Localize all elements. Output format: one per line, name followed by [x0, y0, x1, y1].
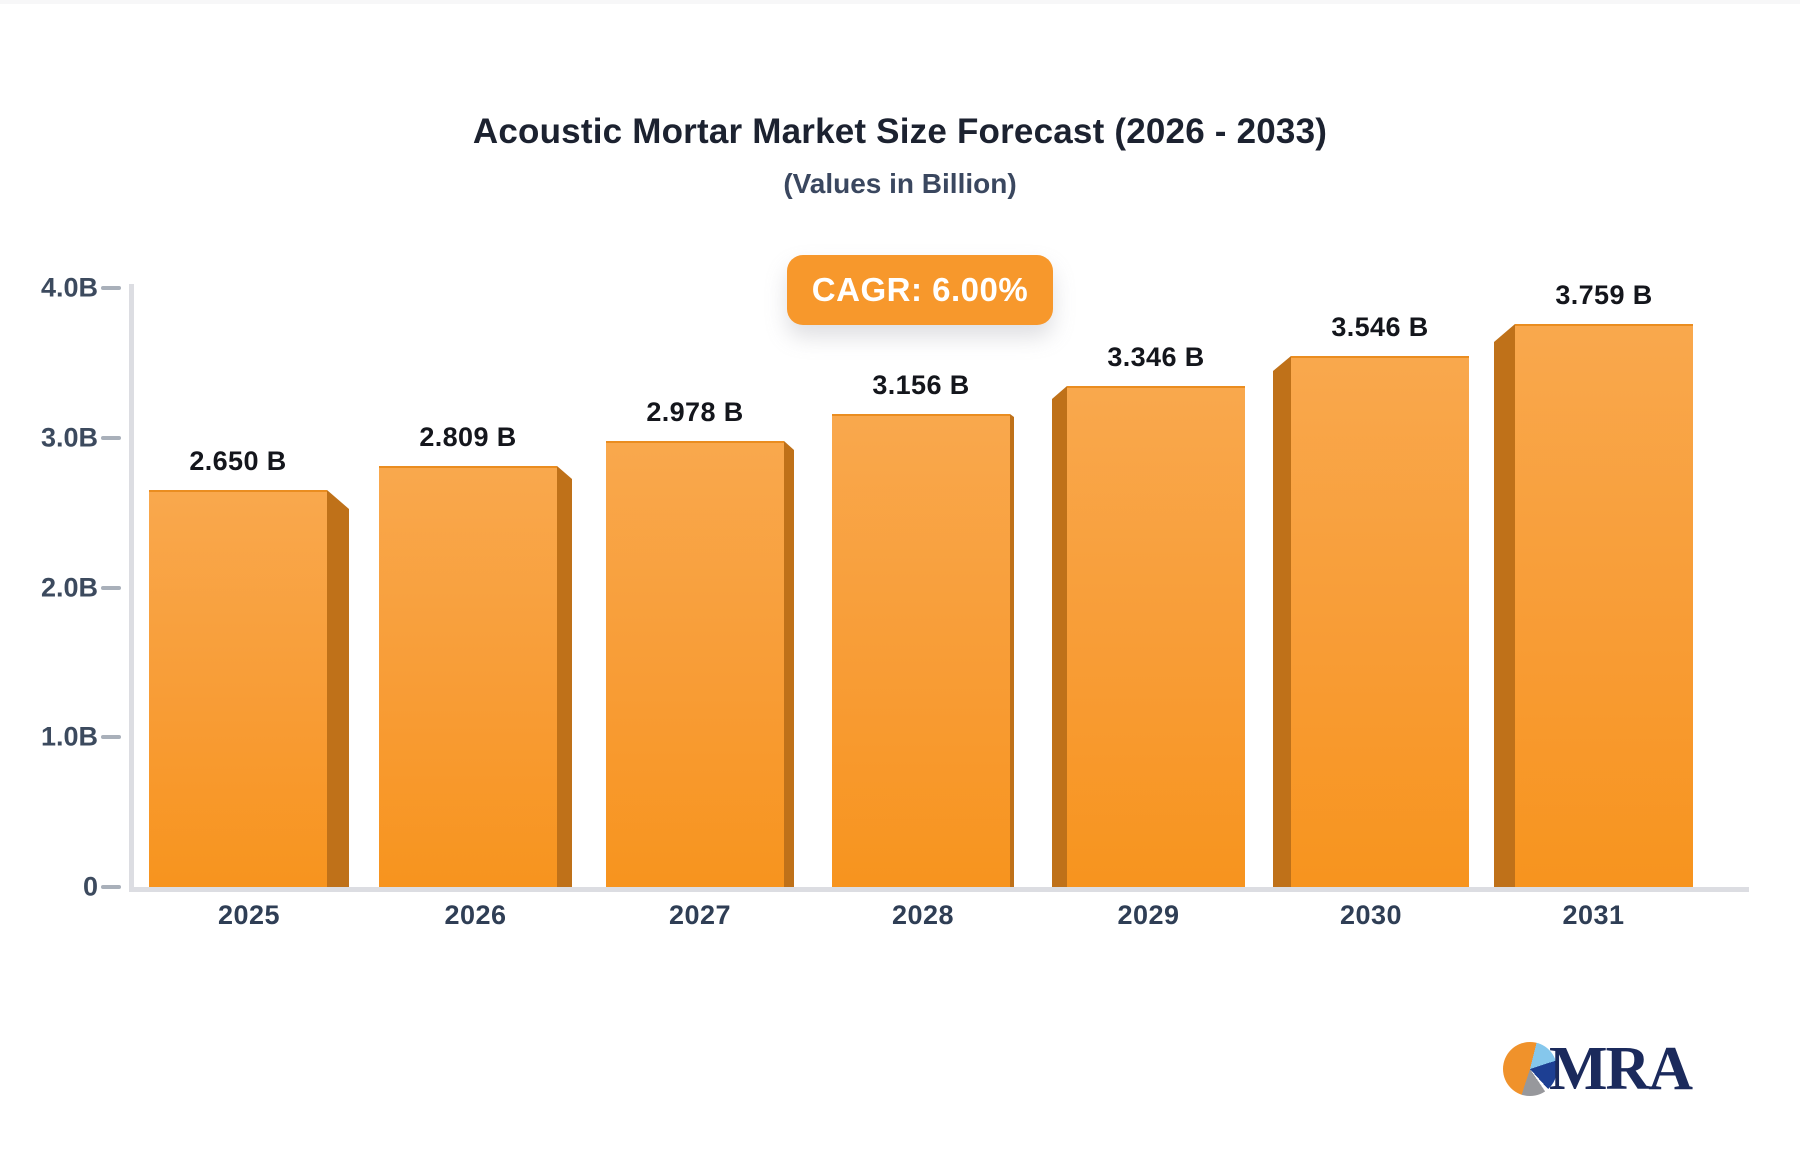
bar-value-label: 3.156 B [872, 370, 970, 400]
bar-value-label: 3.759 B [1555, 280, 1653, 310]
bar-value-label: 2.650 B [189, 446, 287, 476]
y-tick-mark [101, 735, 121, 740]
bar-3d-side [784, 441, 794, 887]
chart-subtitle: (Values in Billion) [783, 168, 1017, 199]
mra-logo: MRA [1503, 1035, 1703, 1103]
bar-value-label: 2.978 B [646, 397, 744, 427]
page-top-strip [0, 0, 1800, 4]
bar-3d-side [557, 466, 572, 887]
y-axis-line [129, 284, 134, 891]
bar-2027 [606, 441, 784, 887]
x-tick-label: 2027 [668, 900, 732, 930]
bar-2025 [149, 490, 327, 887]
bar-2030 [1291, 356, 1469, 887]
x-tick-label: 2025 [217, 900, 281, 930]
bar-value-label: 2.809 B [419, 422, 517, 452]
logo-text: MRA [1549, 1035, 1693, 1103]
bar-3d-side [1052, 386, 1067, 887]
pie-chart-logo-icon [1503, 1042, 1557, 1096]
y-tick-label: 3.0B [40, 422, 98, 453]
bar-2028 [832, 414, 1010, 887]
x-axis-baseline [129, 887, 1749, 892]
bar-value-label: 3.546 B [1331, 312, 1429, 342]
bar-3d-side [327, 490, 349, 887]
bar-3d-side [1494, 324, 1515, 887]
x-tick-label: 2028 [891, 900, 955, 930]
y-tick-mark [101, 435, 121, 440]
y-tick-mark [101, 885, 121, 889]
bar-value-label: 3.346 B [1107, 342, 1205, 372]
y-tick-label: 2.0B [40, 572, 98, 602]
bar-3d-side [1273, 356, 1291, 887]
x-tick-label: 2026 [444, 900, 507, 930]
cagr-badge-label: CAGR: 6.00% [811, 271, 1029, 308]
bar-2031 [1515, 324, 1693, 887]
x-tick-label: 2029 [1117, 900, 1180, 930]
y-tick-mark [101, 286, 121, 290]
x-tick-label: 2031 [1562, 900, 1625, 930]
y-tick-mark [101, 585, 121, 590]
bar-3d-side [1010, 414, 1014, 887]
x-tick-label: 2030 [1339, 900, 1403, 930]
y-tick-label: 4.0B [40, 272, 98, 303]
chart-title: Acoustic Mortar Market Size Forecast (20… [472, 112, 1328, 151]
y-tick-label: 1.0B [40, 721, 98, 752]
y-tick-label: 0 [82, 871, 98, 902]
bar-2026 [379, 466, 557, 887]
cagr-badge: CAGR: 6.00% [787, 255, 1053, 325]
bar-2029 [1067, 386, 1245, 887]
